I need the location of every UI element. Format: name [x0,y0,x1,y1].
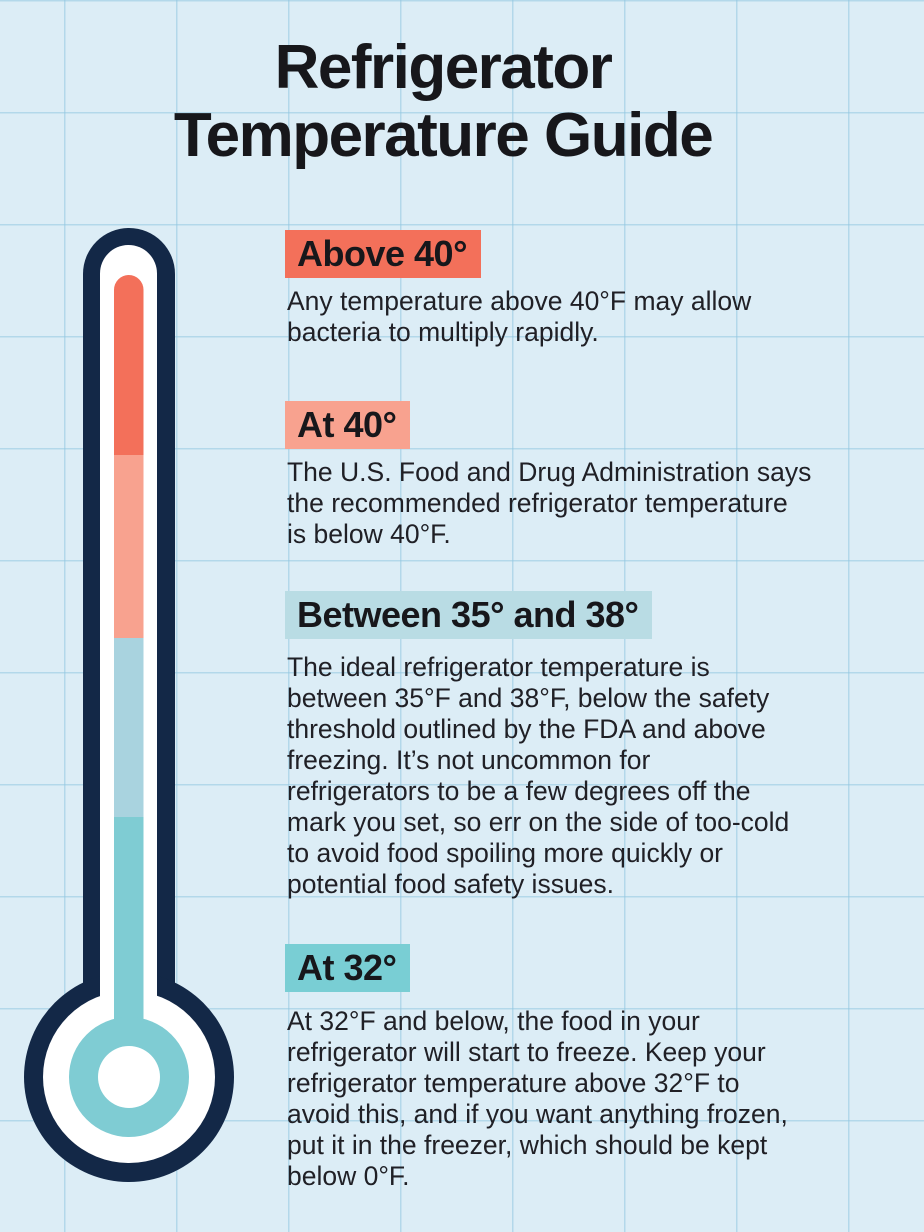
section-between-35-38-body: The ideal refrigerator temperature is be… [287,652,790,899]
section-at-32: At 32° [285,944,411,992]
section-at-40-body: The U.S. Food and Drug Administration sa… [287,457,812,549]
page-title: Refrigerator Temperature Guide [173,33,714,170]
section-at-32-body: At 32°F and below, the food in your refr… [287,1006,788,1191]
bulb-fluid-hole [98,1046,160,1108]
section-at-32-heading: At 32° [285,944,411,992]
section-above-40-body: Any temperature above 40°F may allow bac… [287,286,752,347]
section-between-35-38-heading: Between 35° and 38° [285,591,653,639]
fluid-segment-between-35-38 [114,638,144,817]
section-at-40-heading: At 40° [285,401,411,449]
section-between-35-38: Between 35° and 38° [285,591,653,639]
section-above-40: Above 40° [285,230,481,278]
fluid-segment-above-40 [114,275,144,455]
section-at-40: At 40° [285,401,411,449]
section-above-40-heading: Above 40° [285,230,481,278]
fluid-segment-at-40 [114,455,144,638]
